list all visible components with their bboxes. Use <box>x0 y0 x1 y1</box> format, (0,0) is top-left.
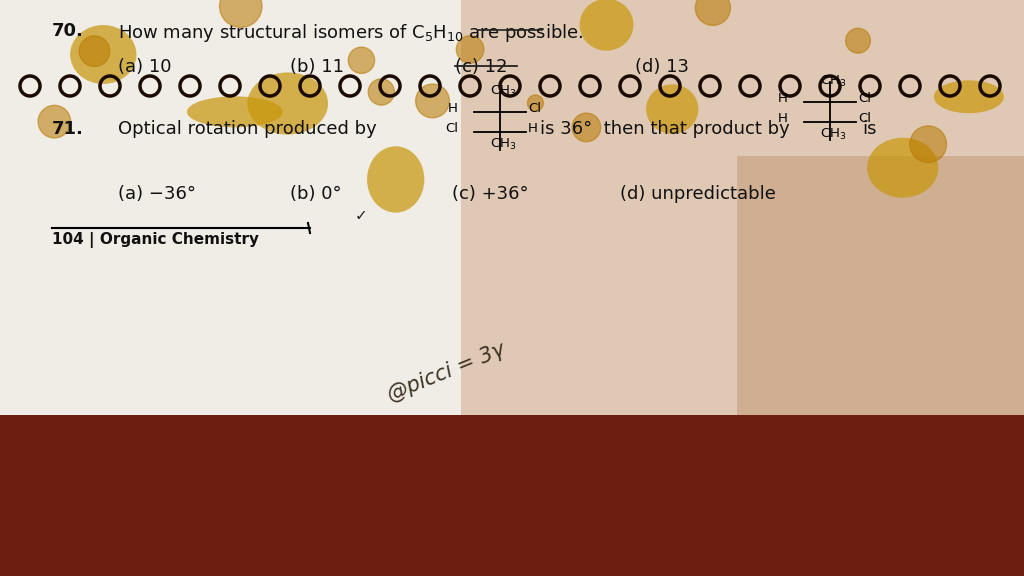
Ellipse shape <box>248 73 328 135</box>
Text: (c) +36°: (c) +36° <box>452 185 528 203</box>
Text: H: H <box>778 92 788 104</box>
Circle shape <box>527 95 544 111</box>
Text: H: H <box>449 101 458 115</box>
Text: (b) 0°: (b) 0° <box>290 185 342 203</box>
Circle shape <box>219 0 262 28</box>
Circle shape <box>572 113 601 142</box>
Ellipse shape <box>367 146 424 213</box>
Text: 70.: 70. <box>52 22 84 40</box>
Circle shape <box>79 36 110 66</box>
Text: ✓: ✓ <box>355 208 368 223</box>
Text: $\mathrm{CH_3}$: $\mathrm{CH_3}$ <box>820 127 847 142</box>
Text: is 36°  then that product by: is 36° then that product by <box>540 120 790 138</box>
Circle shape <box>457 36 484 63</box>
Bar <box>461 0 1024 415</box>
Text: 104 | Organic Chemistry: 104 | Organic Chemistry <box>52 232 259 248</box>
Ellipse shape <box>646 84 698 134</box>
Text: Optical rotation produced by: Optical rotation produced by <box>118 120 377 138</box>
Bar <box>0 0 1024 415</box>
Text: Cl: Cl <box>445 122 458 135</box>
Text: (d) 13: (d) 13 <box>635 58 689 76</box>
Text: Cl: Cl <box>528 101 541 115</box>
Text: (b) 11: (b) 11 <box>290 58 344 76</box>
Ellipse shape <box>187 96 283 127</box>
Text: @picci = 3γ: @picci = 3γ <box>385 340 508 406</box>
Text: is: is <box>862 120 877 138</box>
Circle shape <box>909 126 946 162</box>
Circle shape <box>348 47 375 74</box>
Circle shape <box>38 105 71 138</box>
Text: (a) −36°: (a) −36° <box>118 185 196 203</box>
Circle shape <box>695 0 730 25</box>
Text: H: H <box>778 112 788 124</box>
Ellipse shape <box>934 80 1004 113</box>
Text: $\mathrm{CH_3}$: $\mathrm{CH_3}$ <box>820 74 847 89</box>
Ellipse shape <box>70 25 136 84</box>
Ellipse shape <box>580 0 634 51</box>
Text: Cl: Cl <box>858 92 871 104</box>
Text: 71.: 71. <box>52 120 84 138</box>
Text: $\mathrm{CH_3}$: $\mathrm{CH_3}$ <box>490 84 516 99</box>
Text: (a) 10: (a) 10 <box>118 58 171 76</box>
Circle shape <box>369 79 394 105</box>
Ellipse shape <box>867 138 938 198</box>
Text: How many structural isomers of $\mathrm{C_5H_{10}}$ are possible.: How many structural isomers of $\mathrm{… <box>118 22 584 44</box>
Text: (d) unpredictable: (d) unpredictable <box>620 185 776 203</box>
Circle shape <box>846 28 870 53</box>
Circle shape <box>416 84 450 118</box>
Text: Cl: Cl <box>858 112 871 124</box>
Text: H: H <box>528 122 538 135</box>
Bar <box>0 415 1024 576</box>
Text: (c) 12: (c) 12 <box>455 58 508 76</box>
Text: $\mathrm{CH_3}$: $\mathrm{CH_3}$ <box>490 137 516 152</box>
Bar <box>737 156 1024 415</box>
